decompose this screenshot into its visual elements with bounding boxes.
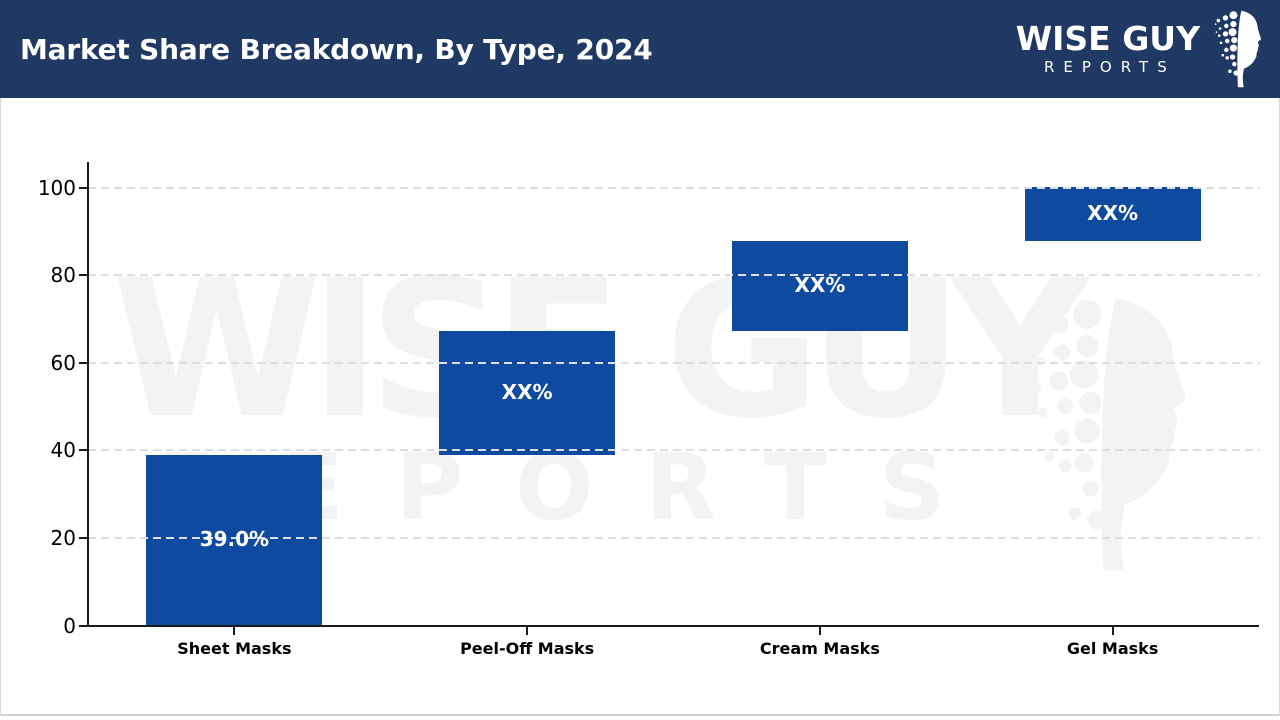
gridline (88, 536, 1260, 539)
bar-value-label: XX% (794, 273, 846, 298)
y-tick-label: 20 (50, 525, 76, 550)
x-tick-label-3: Cream Masks (759, 639, 880, 658)
x-tick-mark (1111, 627, 1114, 635)
watermark-dotted-head-icon (1020, 298, 1186, 571)
gridline (88, 449, 1260, 452)
brand-subname: REPORTS (1043, 58, 1176, 77)
gridline (88, 361, 1260, 364)
brand-logo-text: WISE GUY REPORTS (1015, 18, 1200, 77)
x-tick-label-1: Sheet Masks (177, 639, 292, 658)
x-tick-label-2: Peel-Off Masks (460, 639, 595, 658)
x-tick-mark (233, 627, 236, 635)
dotted-head-icon (1214, 10, 1262, 88)
y-axis-line (87, 162, 89, 627)
brand-logo: WISE GUY REPORTS (1016, 9, 1280, 89)
bar-value-label: XX% (1087, 200, 1139, 225)
y-tick-mark (79, 274, 87, 277)
y-tick-mark (79, 449, 87, 452)
bar-sheet-masks (146, 454, 323, 626)
gridline (88, 186, 1260, 189)
x-tick-mark (818, 627, 821, 635)
y-tick-mark (79, 624, 87, 627)
header-band: Market Share Breakdown, By Type, 2024 WI… (0, 0, 1280, 98)
bar-gel-masks (1024, 186, 1201, 242)
y-tick-label: 80 (50, 263, 76, 288)
page-title: Market Share Breakdown, By Type, 2024 (20, 32, 653, 66)
y-tick-mark (79, 186, 87, 189)
x-tick-mark (526, 627, 529, 635)
y-tick-label: 40 (50, 438, 76, 463)
bar-value-label: XX% (501, 379, 553, 404)
y-tick-label: 100 (37, 175, 76, 200)
bar-peel-off-masks (439, 330, 616, 455)
brand-name: WISE GUY (1015, 18, 1200, 58)
x-tick-label-4: Gel Masks (1066, 639, 1159, 658)
bar-value-label: 39.0% (199, 527, 270, 552)
bar-cream-masks (731, 241, 908, 331)
y-tick-mark (79, 361, 87, 364)
x-axis-line (87, 625, 1259, 627)
y-tick-label: 60 (50, 350, 76, 375)
y-tick-label: 0 (63, 613, 76, 638)
gridline (88, 274, 1260, 277)
y-tick-mark (79, 536, 87, 539)
